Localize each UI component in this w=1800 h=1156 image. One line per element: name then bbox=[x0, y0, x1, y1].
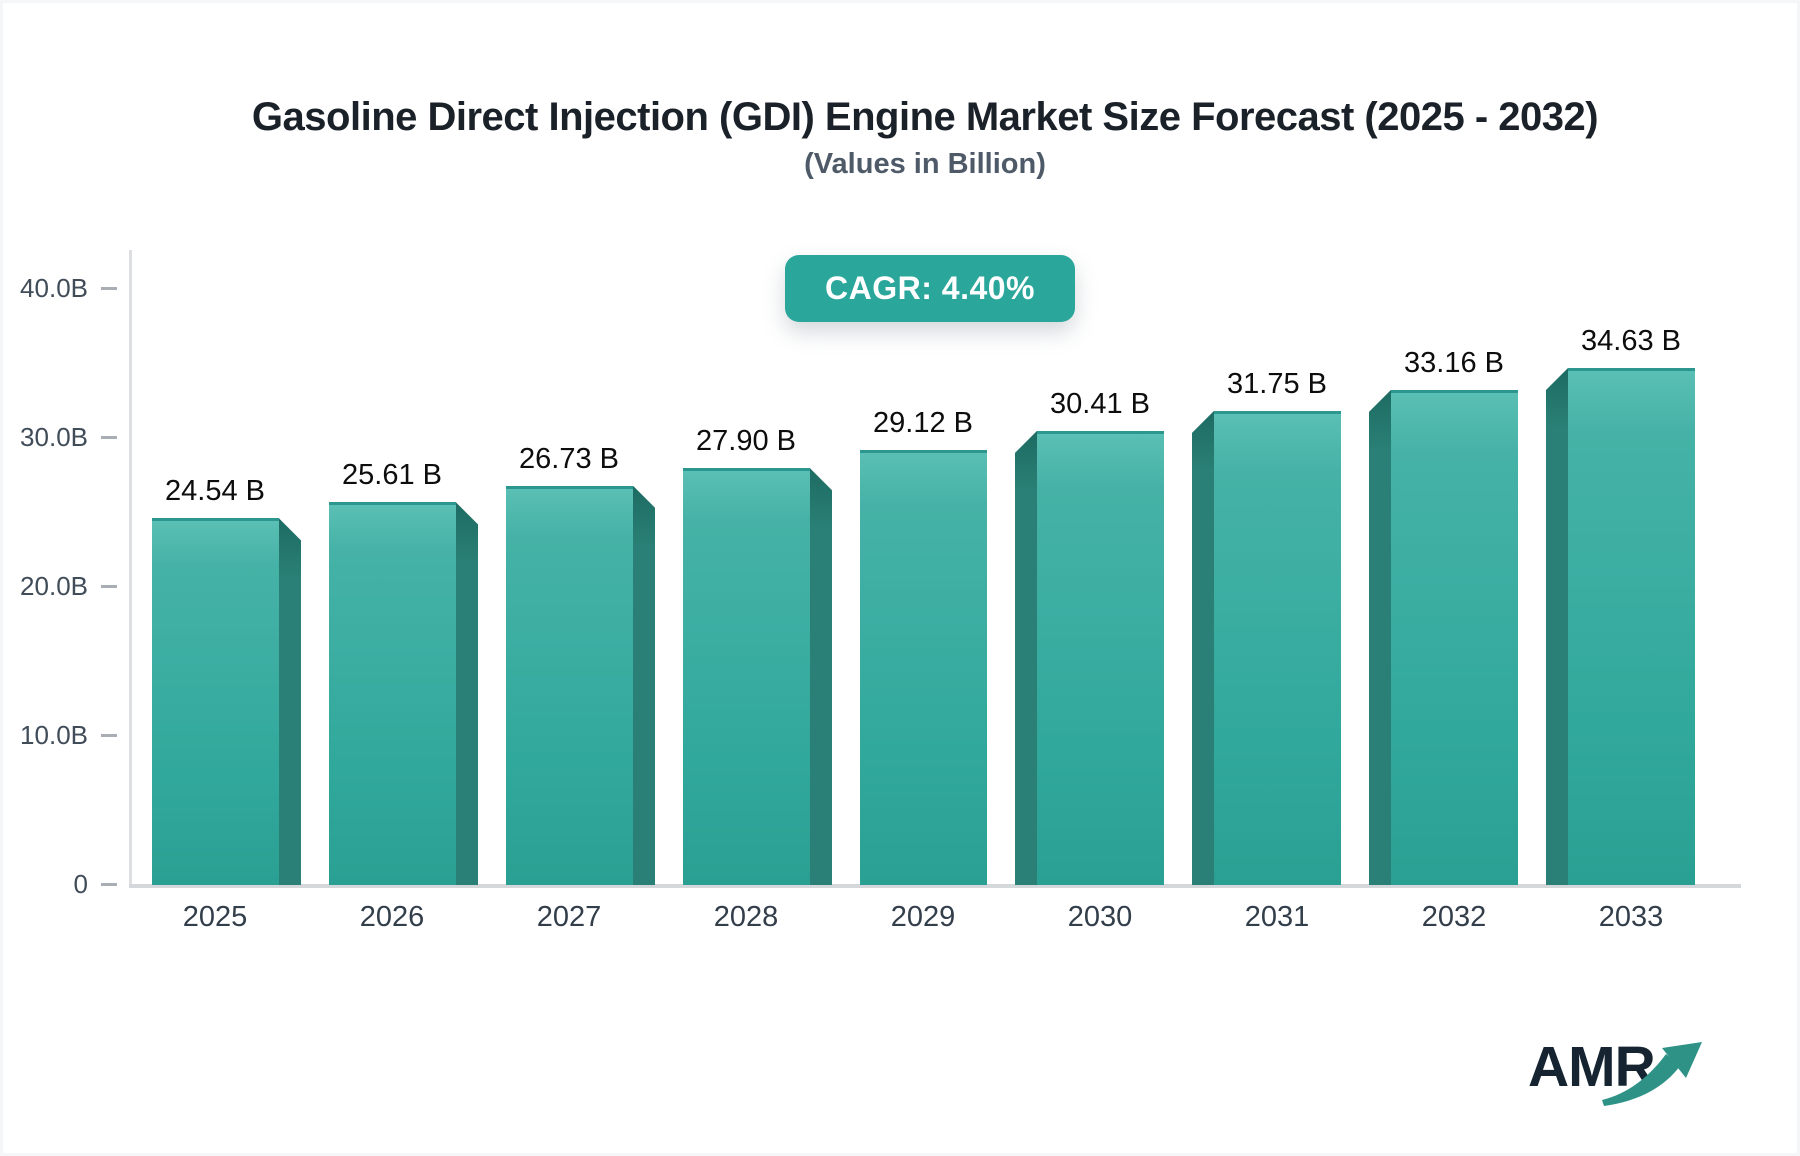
bar-2027 bbox=[506, 485, 633, 885]
growth-arrow-icon bbox=[1602, 1042, 1702, 1106]
bar-value-label: 26.73 B bbox=[519, 442, 619, 475]
bar-3d-side bbox=[456, 502, 478, 885]
chart-subtitle: (Values in Billion) bbox=[804, 148, 1046, 180]
y-tick-label: 20.0B bbox=[20, 571, 88, 601]
y-tick-mark bbox=[101, 882, 117, 886]
bar-2033 bbox=[1568, 368, 1695, 885]
cagr-badge: CAGR: 4.40% bbox=[785, 255, 1075, 322]
y-tick-label: 40.0B bbox=[20, 273, 88, 303]
bar-value-label: 31.75 B bbox=[1227, 367, 1327, 400]
bar-value-label: 33.16 B bbox=[1404, 346, 1504, 379]
x-tick-label-2027: 2027 bbox=[536, 901, 602, 933]
bar-value-label: 29.12 B bbox=[873, 407, 973, 440]
x-tick-label-2030: 2030 bbox=[1067, 901, 1133, 933]
bar-2031 bbox=[1214, 410, 1341, 885]
x-axis-line bbox=[129, 884, 1741, 888]
y-tick-label: 30.0B bbox=[20, 422, 88, 452]
y-tick-mark bbox=[101, 435, 117, 439]
x-tick-label-2031: 2031 bbox=[1244, 901, 1310, 933]
bar-2026 bbox=[329, 502, 456, 885]
y-tick-mark bbox=[101, 286, 117, 290]
bar-2030 bbox=[1037, 430, 1164, 885]
x-tick-label-2026: 2026 bbox=[359, 901, 425, 933]
amr-logo: AMR bbox=[1528, 1036, 1718, 1116]
y-axis-line bbox=[129, 250, 132, 887]
bar-3d-side bbox=[633, 485, 655, 885]
x-tick-label-2033: 2033 bbox=[1598, 901, 1664, 933]
bar-2028 bbox=[683, 468, 810, 885]
bar-3d-side bbox=[810, 468, 832, 885]
bar-2029 bbox=[860, 450, 987, 885]
chart-title: Gasoline Direct Injection (GDI) Engine M… bbox=[251, 95, 1599, 139]
bar-3d-side bbox=[279, 518, 301, 885]
y-tick-mark bbox=[101, 584, 117, 588]
y-tick-label: 10.0B bbox=[20, 720, 88, 750]
bar-value-label: 34.63 B bbox=[1581, 325, 1681, 357]
x-tick-label-2025: 2025 bbox=[182, 901, 248, 933]
x-tick-label-2032: 2032 bbox=[1421, 901, 1487, 933]
x-tick-label-2028: 2028 bbox=[713, 901, 779, 933]
bar-3d-side bbox=[1546, 368, 1568, 885]
x-tick-label-2029: 2029 bbox=[890, 901, 956, 933]
bar-3d-side bbox=[1192, 410, 1214, 885]
y-tick-mark bbox=[101, 733, 117, 737]
bar-3d-side bbox=[1369, 389, 1391, 885]
bar-2025 bbox=[152, 518, 279, 885]
y-tick-label: 0 bbox=[73, 869, 88, 899]
bar-value-label: 27.90 B bbox=[696, 425, 796, 458]
bar-value-label: 25.61 B bbox=[342, 459, 442, 492]
bar-2032 bbox=[1391, 389, 1518, 885]
bar-value-label: 30.41 B bbox=[1050, 387, 1150, 420]
bar-value-label: 24.54 B bbox=[165, 475, 265, 508]
bar-3d-side bbox=[1015, 430, 1037, 885]
cagr-badge-label: CAGR: 4.40% bbox=[825, 270, 1035, 306]
